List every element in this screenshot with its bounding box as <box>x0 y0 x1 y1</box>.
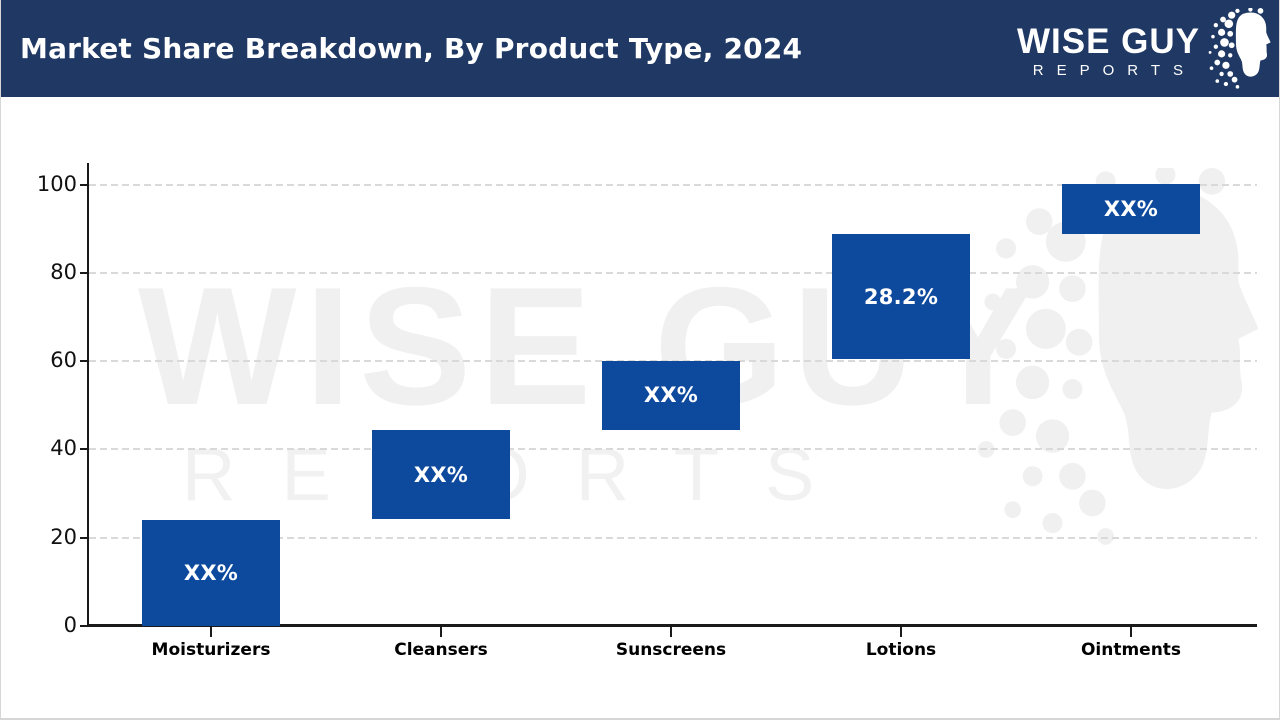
y-axis-tick <box>80 448 88 451</box>
x-axis-tick <box>670 627 672 637</box>
y-axis-tick-label: 60 <box>50 348 77 373</box>
x-axis-category-label: Moisturizers <box>151 640 271 660</box>
y-axis-tick <box>80 271 88 274</box>
bar-value-label: 28.2% <box>863 284 939 309</box>
logo-wiseguy-text: WISE GUY <box>1016 22 1200 61</box>
page-title: Market Share Breakdown, By Product Type,… <box>20 32 803 65</box>
gridline-100 <box>89 183 1257 186</box>
bar-value-label: XX% <box>183 560 239 585</box>
bar-lotions: 28.2% <box>832 234 970 359</box>
y-axis-tick-label: 100 <box>36 171 77 196</box>
x-axis-tick <box>440 627 442 637</box>
y-axis-tick <box>80 625 88 627</box>
bar-moisturizers: XX% <box>142 519 280 626</box>
header-bar: Market Share Breakdown, By Product Type,… <box>0 0 1280 97</box>
x-axis-category-label: Lotions <box>865 640 937 660</box>
logo-wiseguy-head-icon <box>1200 7 1272 94</box>
y-axis-tick <box>80 183 88 186</box>
bar-sunscreens: XX% <box>602 360 740 430</box>
x-axis-tick <box>1130 627 1132 637</box>
watermark-wiseguy-head-icon <box>933 164 1265 570</box>
gridline-80 <box>89 271 1257 274</box>
y-axis-tick-label: 80 <box>50 259 77 284</box>
y-axis-tick-label: 40 <box>50 436 77 461</box>
bar-ointments: XX% <box>1062 184 1200 235</box>
wiseguy-logo: WISE GUY REPORTS <box>1016 4 1271 94</box>
x-axis-tick <box>900 627 902 637</box>
y-axis-tick <box>80 360 88 363</box>
y-axis-line <box>87 163 89 627</box>
bar-value-label: XX% <box>1103 197 1159 222</box>
gridline-20 <box>89 536 1257 539</box>
bar-cleansers: XX% <box>372 430 510 519</box>
x-axis-tick <box>210 627 212 637</box>
x-axis-category-label: Ointments <box>1080 640 1182 660</box>
gridline-40 <box>89 448 1257 451</box>
bar-value-label: XX% <box>643 383 699 408</box>
bar-value-label: XX% <box>413 462 469 487</box>
y-axis-tick-label: 20 <box>50 524 77 549</box>
y-axis-tick <box>80 536 88 539</box>
x-axis-category-label: Cleansers <box>394 640 488 660</box>
y-axis-tick-label: 0 <box>63 613 77 637</box>
x-axis-category-label: Sunscreens <box>615 640 727 660</box>
x-axis-line <box>87 624 1257 627</box>
logo-reports-text: REPORTS <box>1032 62 1196 79</box>
